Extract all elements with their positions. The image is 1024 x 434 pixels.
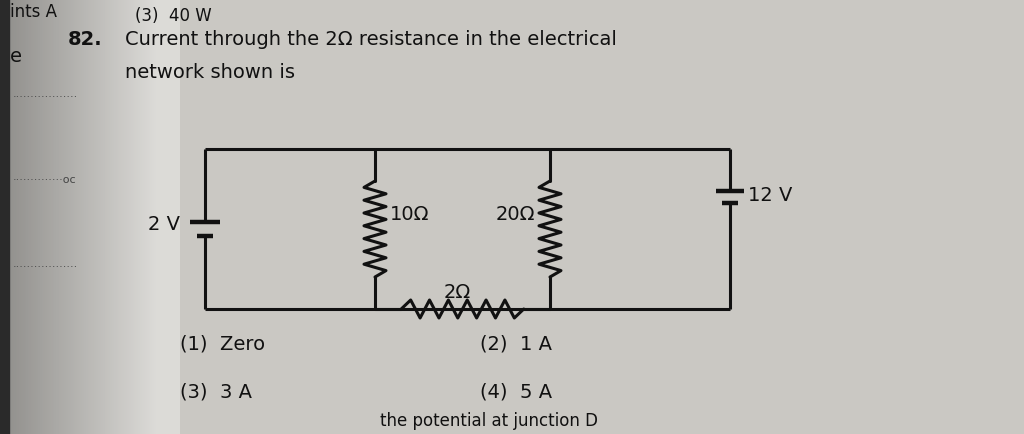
Text: ··············oc: ··············oc <box>13 174 77 184</box>
Text: Current through the 2Ω resistance in the electrical: Current through the 2Ω resistance in the… <box>125 30 616 49</box>
Text: network shown is: network shown is <box>125 63 295 82</box>
Text: ··················: ·················· <box>13 261 78 271</box>
Text: (1)  Zero: (1) Zero <box>180 334 265 353</box>
Text: the potential at junction D: the potential at junction D <box>380 411 598 429</box>
Text: 20Ω: 20Ω <box>496 205 535 224</box>
Text: 2 V: 2 V <box>148 215 180 234</box>
Text: (4)  5 A: (4) 5 A <box>480 382 552 401</box>
Text: (3)  40 W: (3) 40 W <box>135 7 212 25</box>
Text: 12 V: 12 V <box>748 186 793 205</box>
Text: (2)  1 A: (2) 1 A <box>480 334 552 353</box>
Text: ints A: ints A <box>10 3 57 21</box>
Text: 82.: 82. <box>68 30 102 49</box>
Text: 2Ω: 2Ω <box>443 283 471 301</box>
Text: e: e <box>10 47 22 66</box>
Bar <box>0 0 9 434</box>
Text: (3)  3 A: (3) 3 A <box>180 382 252 401</box>
Text: ··················: ·················· <box>13 92 78 102</box>
Text: 10Ω: 10Ω <box>390 205 429 224</box>
